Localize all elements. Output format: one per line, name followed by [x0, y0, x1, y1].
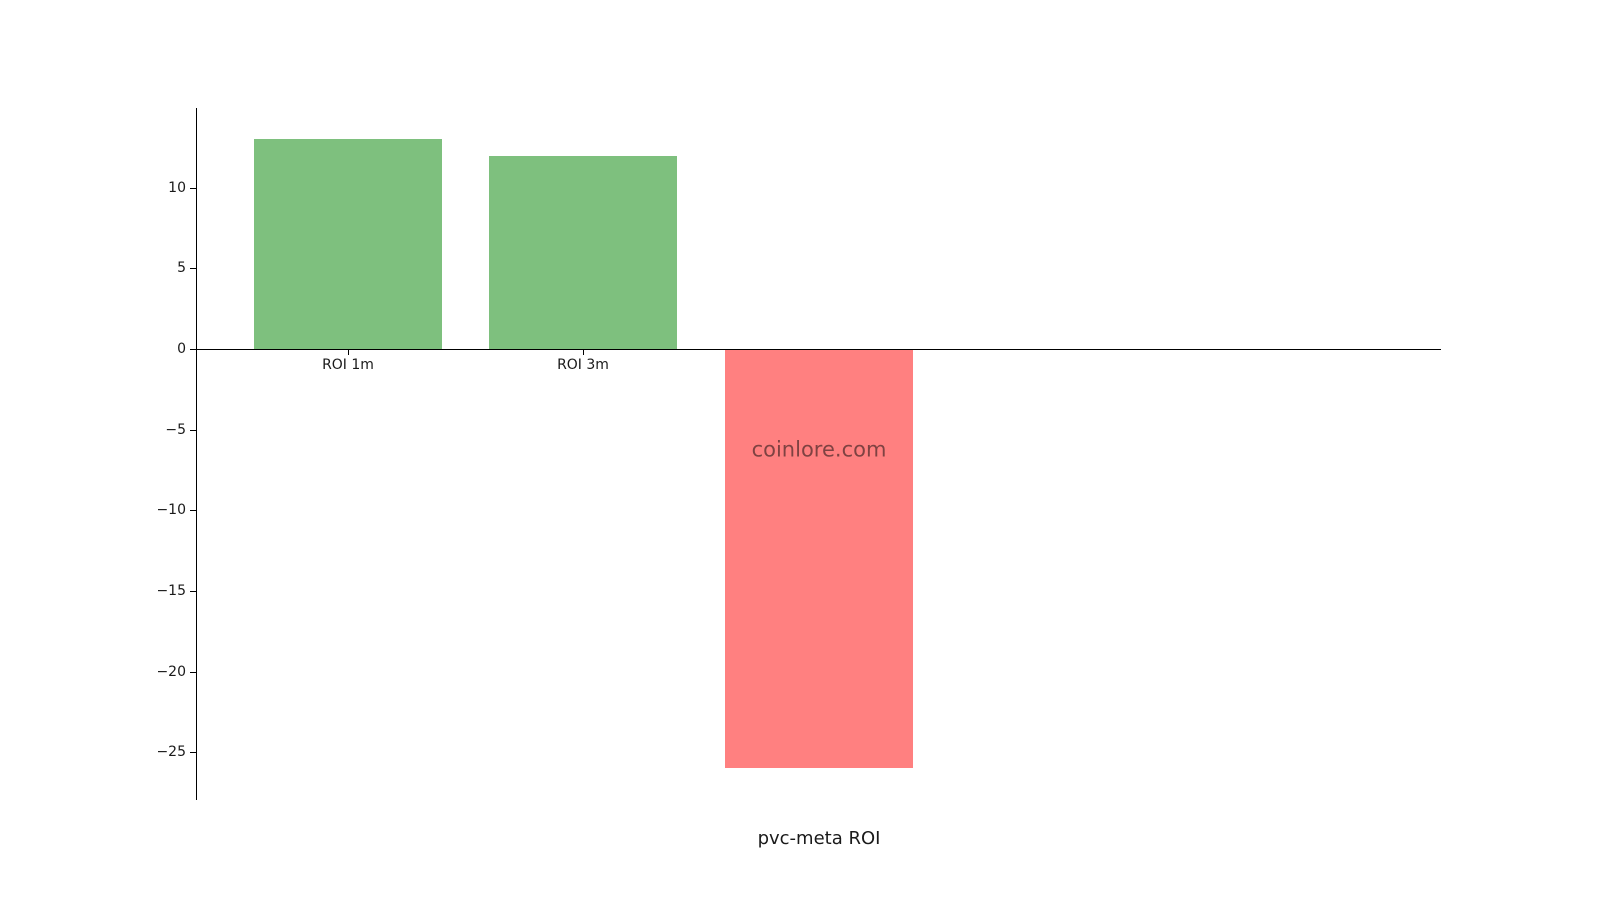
bar-roi-3m: [489, 156, 677, 350]
y-tick-mark: [190, 430, 196, 431]
x-tick-mark: [583, 349, 584, 355]
y-tick-mark: [190, 510, 196, 511]
x-axis-zero-line: [197, 349, 1441, 350]
y-axis-spine: [196, 108, 197, 800]
y-tick-mark: [190, 268, 196, 269]
y-tick-label: −20: [156, 664, 186, 680]
y-tick-mark: [190, 591, 196, 592]
y-tick-mark: [190, 349, 196, 350]
x-tick-label-roi-3m: ROI 3m: [557, 357, 609, 373]
x-axis-title: pvc-meta ROI: [757, 828, 881, 849]
bar-unlabeled: [725, 349, 913, 768]
x-tick-label-roi-1m: ROI 1m: [322, 357, 374, 373]
y-tick-label: 0: [177, 341, 186, 357]
y-tick-label: −10: [156, 502, 186, 518]
x-tick-mark: [348, 349, 349, 355]
watermark-text: coinlore.com: [751, 437, 887, 462]
y-tick-label: −5: [165, 422, 186, 438]
y-tick-label: 10: [168, 180, 186, 196]
bar-roi-1m: [254, 139, 442, 349]
y-tick-mark: [190, 752, 196, 753]
y-tick-label: 5: [177, 260, 186, 276]
y-tick-mark: [190, 188, 196, 189]
y-tick-label: −25: [156, 744, 186, 760]
y-tick-label: −15: [156, 583, 186, 599]
y-tick-mark: [190, 672, 196, 673]
